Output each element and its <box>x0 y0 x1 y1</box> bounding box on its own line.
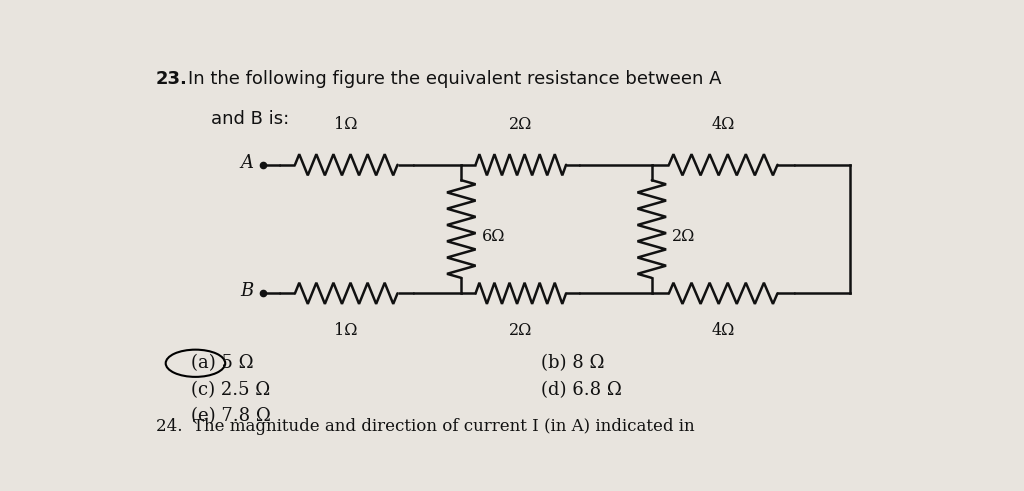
Text: 1Ω: 1Ω <box>335 116 358 133</box>
Text: 6Ω: 6Ω <box>482 228 506 245</box>
Text: 23.: 23. <box>156 70 187 88</box>
Text: B: B <box>241 282 253 300</box>
Text: 2Ω: 2Ω <box>673 228 695 245</box>
Text: 2Ω: 2Ω <box>509 322 532 339</box>
Text: 24.  The magnitude and direction of current I (in A) indicated in: 24. The magnitude and direction of curre… <box>156 418 694 435</box>
Text: A: A <box>241 154 253 172</box>
Text: (e) 7.8 Ω: (e) 7.8 Ω <box>191 407 271 425</box>
Text: 1Ω: 1Ω <box>335 322 358 339</box>
Text: 4Ω: 4Ω <box>712 116 735 133</box>
Text: (c) 2.5 Ω: (c) 2.5 Ω <box>191 381 270 399</box>
Text: and B is:: and B is: <box>211 110 290 128</box>
Text: 4Ω: 4Ω <box>712 322 735 339</box>
Text: In the following figure the equivalent resistance between A: In the following figure the equivalent r… <box>187 70 721 88</box>
Text: (d) 6.8 Ω: (d) 6.8 Ω <box>541 381 622 399</box>
Text: 2Ω: 2Ω <box>509 116 532 133</box>
Text: (b) 8 Ω: (b) 8 Ω <box>541 355 604 372</box>
Text: (a) 5 Ω: (a) 5 Ω <box>191 355 254 372</box>
